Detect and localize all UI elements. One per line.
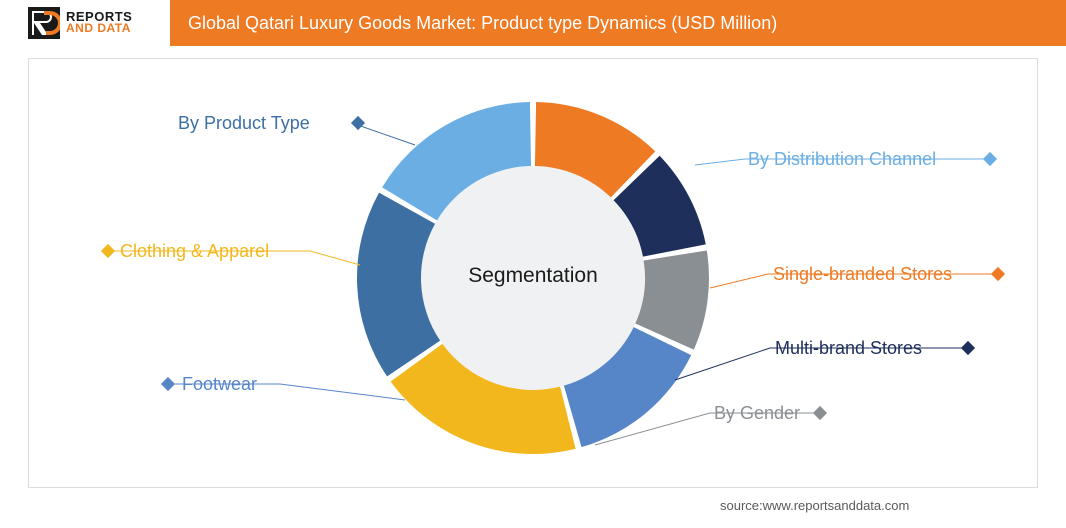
label-multi_brand: Multi-brand Stores: [775, 338, 922, 359]
label-single_branded: Single-branded Stores: [773, 264, 952, 285]
page-root: REPORTS AND DATA Global Qatari Luxury Go…: [0, 0, 1066, 528]
center-label: Segmentation: [443, 264, 623, 288]
label-distribution_channel: By Distribution Channel: [748, 149, 936, 170]
label-clothing_apparel: Clothing & Apparel: [120, 241, 269, 262]
label-by_product_type: By Product Type: [178, 113, 310, 134]
label-by_gender: By Gender: [714, 403, 800, 424]
source-note: source:www.reportsanddata.com: [720, 498, 909, 513]
label-footwear: Footwear: [182, 374, 257, 395]
